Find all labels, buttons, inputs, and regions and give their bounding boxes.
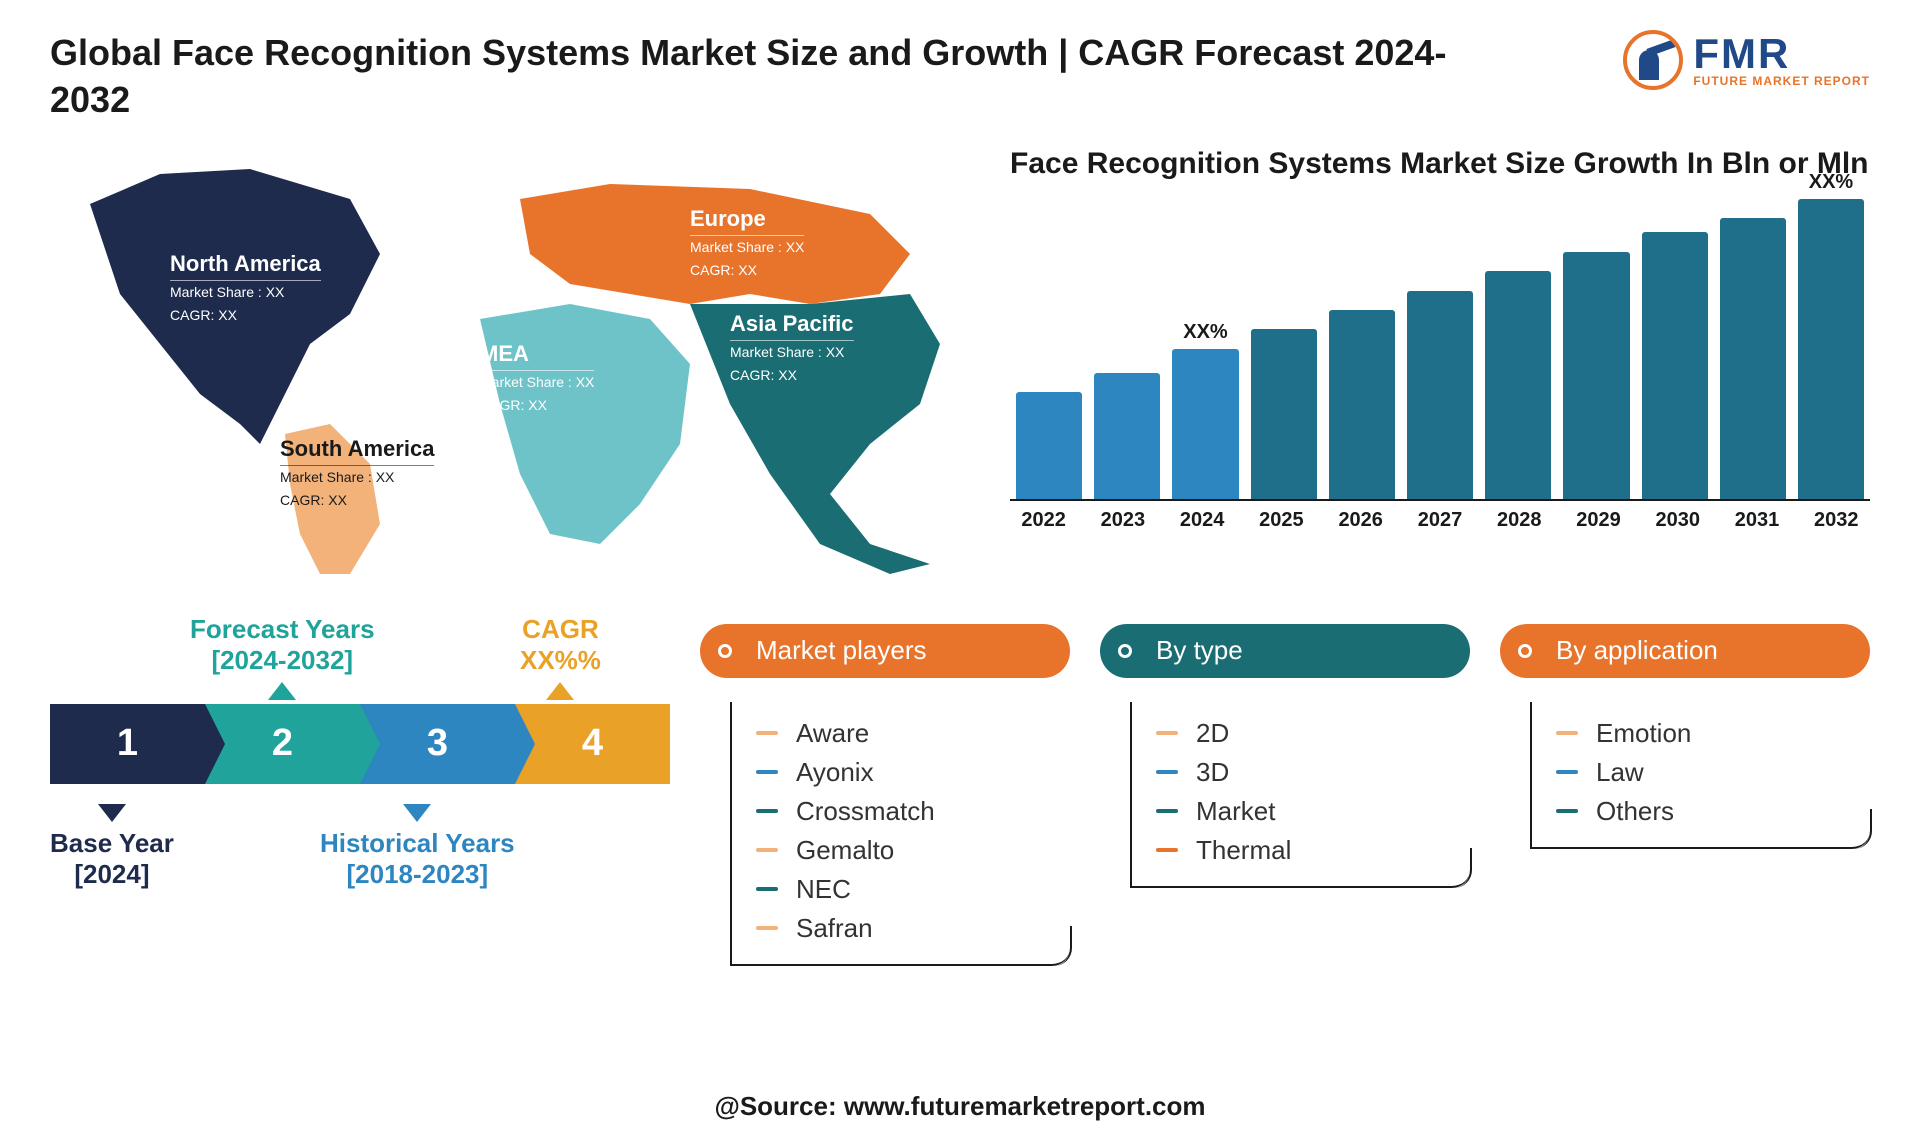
bar-2025 [1251, 329, 1317, 498]
timeline-seg-4: 4 [515, 704, 670, 784]
tick-icon [756, 809, 778, 813]
list-item: Emotion [1556, 714, 1850, 753]
timeline: Forecast Years [2024-2032] CAGR XX%% 123… [50, 624, 670, 784]
col-market-players: Market players Aware Ayonix Crossmatch Gema… [700, 624, 1070, 966]
bar-2023 [1094, 373, 1160, 499]
list-item: Safran [756, 909, 1050, 948]
list-item-label: Market [1196, 796, 1275, 827]
list-item-label: Crossmatch [796, 796, 935, 827]
pill-dot-icon [718, 644, 732, 658]
x-tick-label: 2028 [1486, 509, 1553, 532]
col-by-type: By type 2D 3D Market Thermal [1100, 624, 1470, 888]
bar-pct-label: XX% [1183, 321, 1227, 344]
annot-forecast: Forecast Years [2024-2032] [190, 614, 375, 700]
x-tick-label: 2024 [1169, 509, 1236, 532]
list-item: NEC [756, 870, 1050, 909]
list-item-label: Others [1596, 796, 1674, 827]
label-eu: Europe Market Share : XX CAGR: XX [690, 204, 804, 280]
tick-icon [756, 926, 778, 930]
tick-icon [1156, 809, 1178, 813]
tick-icon [756, 848, 778, 852]
list-item: 2D [1156, 714, 1450, 753]
bar-2027 [1407, 291, 1473, 499]
tick-icon [1156, 731, 1178, 735]
tick-icon [1556, 731, 1578, 735]
label-sa: South America Market Share : XX CAGR: XX [280, 434, 434, 510]
logo-acronym: FMR [1693, 33, 1870, 75]
pill-dot-icon [1118, 644, 1132, 658]
source-attribution: @Source: www.futuremarketreport.com [714, 1091, 1205, 1122]
annot-historical: Historical Years [2018-2023] [320, 804, 515, 890]
list-item-label: Safran [796, 913, 873, 944]
fmr-logo-icon [1623, 30, 1683, 90]
list-item: Crossmatch [756, 792, 1050, 831]
list-item-label: Ayonix [796, 757, 874, 788]
x-tick-label: 2023 [1089, 509, 1156, 532]
tick-icon [1556, 770, 1578, 774]
annot-base-year: Base Year [2024] [50, 804, 174, 890]
bar-2022 [1016, 392, 1082, 498]
col-by-application: By application Emotion Law Others [1500, 624, 1870, 849]
x-tick-label: 2031 [1723, 509, 1790, 532]
label-apac: Asia Pacific Market Share : XX CAGR: XX [730, 309, 854, 385]
tick-icon [1156, 770, 1178, 774]
list-item-label: 2D [1196, 718, 1229, 749]
timeline-seg-1: 1 [50, 704, 205, 784]
logo-subtitle: FUTURE MARKET REPORT [1693, 75, 1870, 87]
growth-bar-chart: Face Recognition Systems Market Size Gro… [990, 144, 1870, 584]
x-tick-label: 2022 [1010, 509, 1077, 532]
annot-cagr: CAGR XX%% [520, 614, 601, 700]
x-tick-label: 2026 [1327, 509, 1394, 532]
list-item-label: Aware [796, 718, 869, 749]
chart-title: Face Recognition Systems Market Size Gro… [1010, 144, 1870, 183]
tick-icon [1556, 809, 1578, 813]
bar-2026 [1329, 310, 1395, 499]
list-item-label: 3D [1196, 757, 1229, 788]
list-item: Others [1556, 792, 1850, 831]
x-tick-label: 2030 [1644, 509, 1711, 532]
timeline-seg-2: 2 [205, 704, 360, 784]
label-na: North America Market Share : XX CAGR: XX [170, 249, 321, 325]
list-item: Law [1556, 753, 1850, 792]
pill-dot-icon [1518, 644, 1532, 658]
label-mea: MEA Market Share : XX CAGR: XX [480, 339, 594, 415]
x-tick-label: 2032 [1803, 509, 1870, 532]
list-item-label: Law [1596, 757, 1644, 788]
bar-2028 [1485, 271, 1551, 498]
list-item: Market [1156, 792, 1450, 831]
x-tick-label: 2029 [1565, 509, 1632, 532]
pill-by-type: By type [1100, 624, 1470, 678]
list-item: Aware [756, 714, 1050, 753]
tick-icon [756, 887, 778, 891]
list-item-label: Thermal [1196, 835, 1291, 866]
timeline-seg-3: 3 [360, 704, 515, 784]
bar-2031 [1720, 218, 1786, 499]
list-item-label: Gemalto [796, 835, 894, 866]
list-item: 3D [1156, 753, 1450, 792]
logo: FMR FUTURE MARKET REPORT [1623, 30, 1870, 90]
bar-2029 [1563, 252, 1629, 499]
page-title: Global Face Recognition Systems Market S… [50, 30, 1450, 124]
bar-pct-label: XX% [1809, 171, 1853, 194]
list-item: Gemalto [756, 831, 1050, 870]
bar-2024: XX% [1172, 349, 1238, 499]
pill-by-application: By application [1500, 624, 1870, 678]
world-map: North America Market Share : XX CAGR: XX… [50, 144, 950, 584]
bar-2030 [1642, 232, 1708, 498]
list-item: Ayonix [756, 753, 1050, 792]
tick-icon [756, 770, 778, 774]
tick-icon [756, 731, 778, 735]
x-tick-label: 2027 [1406, 509, 1473, 532]
pill-market-players: Market players [700, 624, 1070, 678]
list-item-label: NEC [796, 874, 851, 905]
list-item-label: Emotion [1596, 718, 1691, 749]
tick-icon [1156, 848, 1178, 852]
list-item: Thermal [1156, 831, 1450, 870]
bar-2032: XX% [1798, 199, 1864, 499]
x-tick-label: 2025 [1248, 509, 1315, 532]
